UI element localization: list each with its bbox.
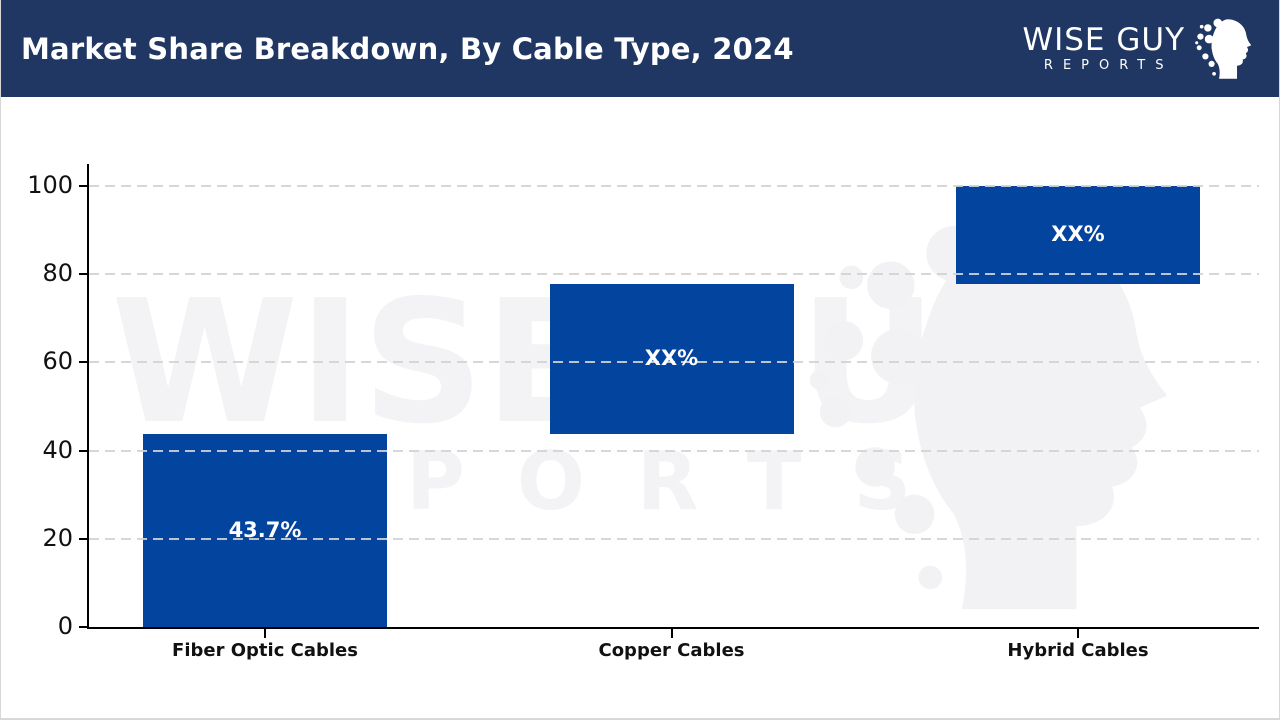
bar-hybrid-cables xyxy=(956,186,1200,285)
gridline-y-100 xyxy=(89,185,1259,188)
x-tick-mark-fiber-optic-cables xyxy=(264,629,266,638)
x-axis-line xyxy=(87,627,1259,629)
brand-name: WISE GUY xyxy=(1022,22,1185,59)
category-label-copper-cables: Copper Cables xyxy=(598,640,745,661)
dotted-face-profile-icon xyxy=(1195,18,1252,79)
brand-subname: REPORTS xyxy=(1043,57,1174,73)
brand-logo-text: WISE GUY REPORTS xyxy=(1022,24,1185,73)
y-tick-label-0: 0 xyxy=(57,612,73,640)
x-tick-mark-hybrid-cables xyxy=(1077,629,1079,638)
y-tick-mark-100 xyxy=(79,185,89,188)
brand-logo: WISE GUY REPORTS xyxy=(1022,13,1255,85)
y-tick-mark-0 xyxy=(79,626,89,628)
page-title: Market Share Breakdown, By Cable Type, 2… xyxy=(21,31,794,66)
y-tick-label-100: 100 xyxy=(27,171,73,200)
gridline-y-80 xyxy=(89,273,1259,276)
bar-value-label-fiber-optic-cables: 43.7% xyxy=(228,517,302,542)
category-label-hybrid-cables: Hybrid Cables xyxy=(1007,640,1149,661)
y-tick-mark-60 xyxy=(79,361,89,364)
y-tick-label-60: 60 xyxy=(42,347,73,376)
bar-value-label-hybrid-cables: XX% xyxy=(1051,222,1105,247)
y-tick-label-80: 80 xyxy=(42,259,73,288)
y-tick-label-20: 20 xyxy=(42,523,73,552)
gridline-y-40 xyxy=(89,449,1259,452)
y-tick-mark-40 xyxy=(79,449,89,452)
gridline-y-60 xyxy=(89,361,1259,364)
bar-value-label-copper-cables: XX% xyxy=(644,346,699,371)
x-tick-mark-copper-cables xyxy=(670,629,673,638)
y-tick-mark-80 xyxy=(79,273,89,276)
bar-fiber-optic-cables xyxy=(143,434,387,627)
y-tick-label-40: 40 xyxy=(42,435,73,464)
y-axis-line xyxy=(87,164,89,629)
header: Market Share Breakdown, By Cable Type, 2… xyxy=(1,0,1279,97)
y-tick-mark-20 xyxy=(79,537,89,540)
bar-copper-cables xyxy=(549,284,794,435)
category-label-fiber-optic-cables: Fiber Optic Cables xyxy=(172,640,358,661)
gridline-y-20 xyxy=(89,537,1259,540)
